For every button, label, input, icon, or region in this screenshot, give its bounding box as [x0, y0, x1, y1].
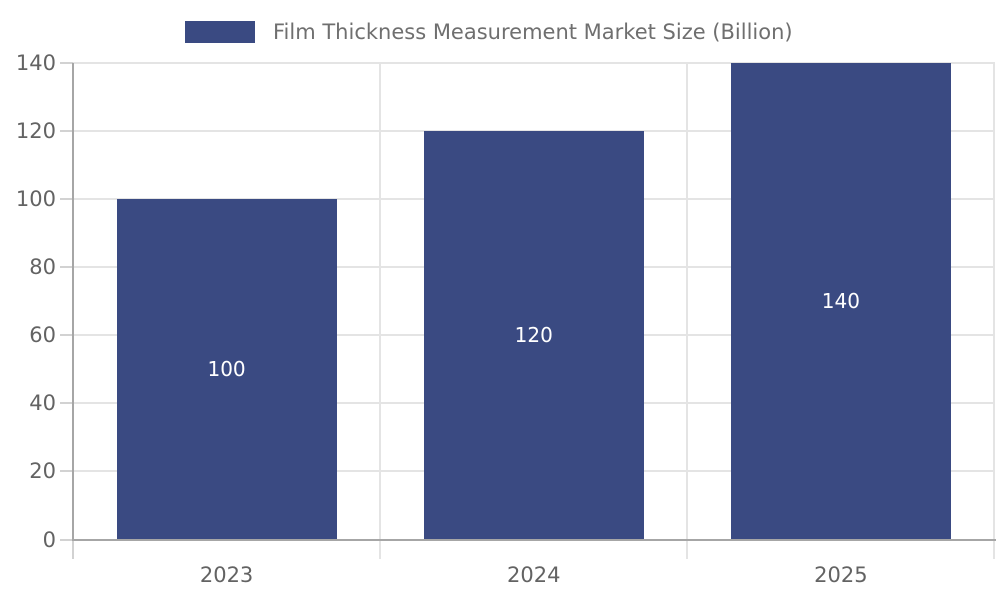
bar-2024	[423, 131, 644, 541]
legend-swatch	[185, 20, 255, 43]
y-tick-label: 140	[15, 51, 56, 75]
y-tick	[60, 402, 73, 405]
y-tick	[60, 130, 73, 133]
x-tick-label: 2023	[199, 563, 254, 587]
x-gridline	[685, 63, 688, 540]
y-gridline	[73, 62, 995, 64]
y-tick-label: 0	[42, 527, 56, 552]
y-tick-label: 60	[29, 323, 56, 348]
y-tick	[60, 334, 73, 337]
y-tick-label: 20	[29, 459, 56, 484]
y-tick-label: 80	[29, 255, 56, 280]
bar-value-label: 140	[821, 289, 860, 314]
x-axis-line	[72, 538, 996, 541]
y-tick-label: 120	[15, 119, 56, 144]
x-tick-label: 2025	[814, 563, 868, 587]
x-tick	[993, 539, 995, 559]
y-tick-label: 100	[15, 187, 56, 212]
y-axis-line	[72, 63, 74, 541]
bar-2025	[730, 63, 951, 541]
y-tick	[60, 266, 73, 269]
chart-legend: Film Thickness Measurement Market Size (…	[185, 19, 793, 44]
bar-value-label: 120	[514, 323, 553, 348]
x-gridline	[378, 63, 381, 540]
y-tick	[60, 470, 73, 473]
y-tick	[60, 538, 73, 541]
y-tick	[60, 198, 73, 201]
x-tick	[72, 539, 74, 559]
legend-label: Film Thickness Measurement Market Size (…	[273, 19, 793, 44]
y-tick	[60, 62, 73, 64]
y-tick-label: 40	[29, 391, 56, 416]
x-tick-label: 2024	[507, 563, 561, 587]
bar-value-label: 100	[207, 357, 246, 382]
bar-2023	[116, 199, 337, 541]
x-tick	[378, 539, 381, 559]
plot-border-right	[993, 63, 995, 540]
x-tick	[685, 539, 688, 559]
